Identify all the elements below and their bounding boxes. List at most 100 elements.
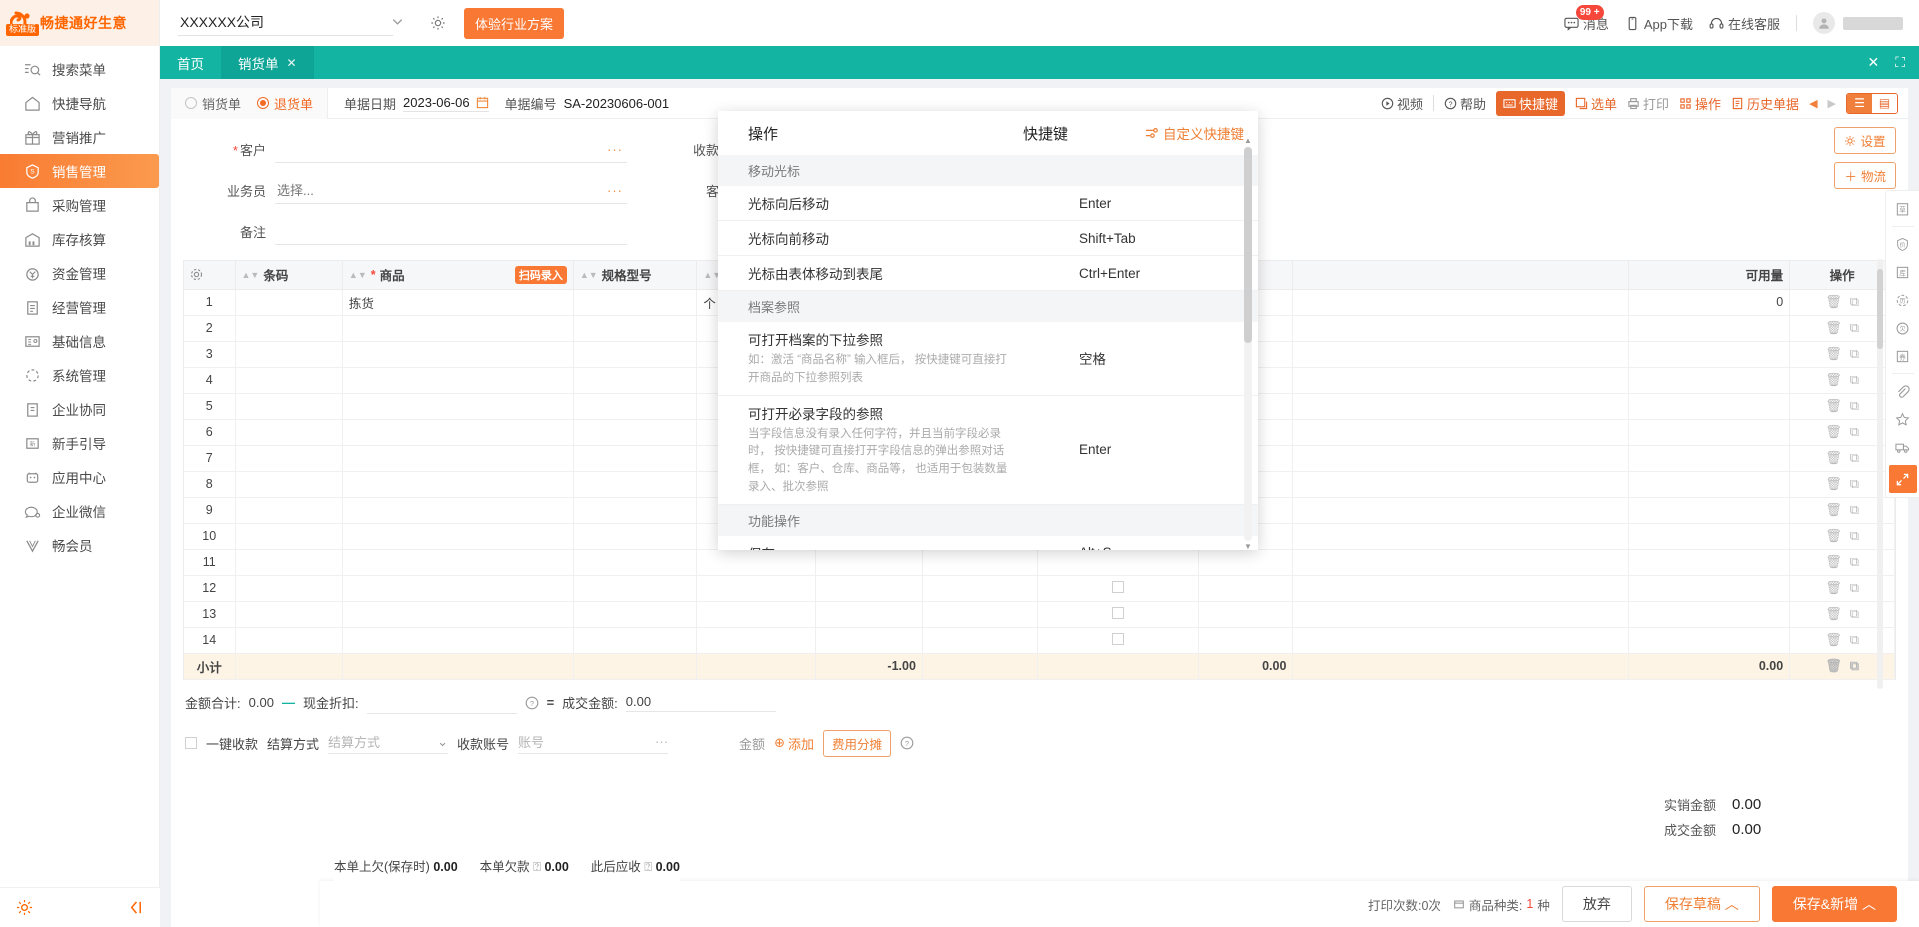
company-input[interactable] (178, 10, 393, 36)
row-checkbox[interactable] (1112, 606, 1125, 619)
sidebar-item-basic-info[interactable]: 基础信息 (0, 324, 159, 358)
sidebar-item-app-center[interactable]: 应用中心 (0, 460, 159, 494)
cell-spacer-3[interactable] (1292, 289, 1630, 316)
scan-input-tag[interactable]: 扫码录入 (514, 265, 567, 284)
cell-spacer-3[interactable] (1292, 367, 1630, 394)
cell-checkbox[interactable] (1037, 575, 1200, 602)
maximize-icon[interactable]: ⛶ (1895, 54, 1905, 70)
scroll-up-icon[interactable]: ▲ (1244, 136, 1252, 145)
question-circle-icon[interactable]: ⍰ (644, 859, 653, 874)
add-settlement-button[interactable]: ⊕ 添加 (774, 734, 814, 753)
cell-product[interactable] (342, 601, 574, 628)
copy-icon[interactable]: ⧉ (1849, 398, 1859, 413)
chevron-down-icon[interactable] (391, 15, 404, 28)
copy-icon[interactable]: ⧉ (1849, 346, 1859, 361)
print-button[interactable]: 打印 (1627, 94, 1669, 113)
cell-spec[interactable] (573, 601, 698, 628)
trash-icon[interactable]: 🗑 (1825, 398, 1842, 413)
salesperson-more-icon[interactable]: ··· (607, 183, 623, 198)
column-spec[interactable]: ▲▼ 规格型号 (573, 261, 698, 290)
cell-spacer-3[interactable] (1292, 497, 1630, 524)
operations-button[interactable]: 操作 (1679, 94, 1721, 113)
shortcut-popup-scrollbar[interactable]: ▲ ▼ (1244, 137, 1252, 550)
cell-quantity[interactable] (815, 627, 923, 654)
copy-icon[interactable]: ⧉ (1849, 320, 1859, 335)
messages-entry[interactable]: 消息 99 + (1564, 4, 1609, 33)
cell-spacer-3[interactable] (1292, 549, 1630, 576)
stock-icon[interactable]: 库 (1890, 258, 1916, 286)
cell-product[interactable] (342, 315, 574, 342)
cell-product[interactable] (342, 341, 574, 368)
cell-barcode[interactable] (235, 575, 343, 602)
sort-icon[interactable]: ▲▼ (579, 269, 598, 280)
copy-icon[interactable]: ⧉ (1849, 294, 1859, 309)
cell-spec[interactable] (573, 445, 698, 472)
sidebar-item-wechat-work[interactable]: 企业微信 (0, 494, 159, 528)
shortcut-row[interactable]: 光标向前移动 Shift+Tab (718, 221, 1258, 256)
cell-spacer-3[interactable] (1292, 341, 1630, 368)
cell-checkbox[interactable] (1037, 601, 1200, 628)
tab-sales-order[interactable]: 销货单 ✕ (221, 46, 314, 79)
collapse-icon[interactable] (127, 899, 144, 916)
cell-pack-qty[interactable] (922, 627, 1039, 654)
grid-scrollbar[interactable] (1877, 259, 1883, 689)
copy-icon[interactable]: ⧉ (1849, 632, 1859, 647)
copy-icon[interactable]: ⧉ (1849, 502, 1859, 517)
sidebar-item-inventory[interactable]: 库存核算 (0, 222, 159, 256)
trash-icon[interactable]: 🗑 (1825, 580, 1842, 595)
cell-pack-qty[interactable] (922, 575, 1039, 602)
trash-icon[interactable]: 🗑 (1825, 658, 1842, 673)
row-checkbox[interactable] (1112, 632, 1125, 645)
cell-spacer-2[interactable] (1198, 601, 1294, 628)
question-circle-icon[interactable]: ⍰ (533, 859, 541, 874)
trash-icon[interactable]: 🗑 (1825, 632, 1842, 647)
receipt-account-select[interactable]: 账号 ··· (518, 732, 669, 754)
trash-icon[interactable]: 🗑 (1825, 554, 1842, 569)
close-icon[interactable]: ✕ (286, 55, 297, 70)
cell-checkbox[interactable] (1037, 627, 1200, 654)
column-barcode[interactable]: ▲▼ 条码 (235, 261, 343, 290)
sidebar-item-system[interactable]: 系统管理 (0, 358, 159, 392)
logistics-button[interactable]: ＋ 物流 (1834, 162, 1896, 189)
cell-spacer-3[interactable] (1292, 601, 1630, 628)
cell-quantity[interactable] (815, 601, 923, 628)
sidebar-item-vip[interactable]: 畅会员 (0, 528, 159, 562)
column-settings-header[interactable] (184, 261, 236, 290)
trash-icon[interactable]: 🗑 (1825, 372, 1842, 387)
cell-spec[interactable] (573, 497, 698, 524)
radio-return-order[interactable]: 退货单 (257, 94, 313, 113)
doc-date-input[interactable]: 2023-06-06 (403, 95, 489, 112)
settlement-method-select[interactable]: 结算方式 ⌄ (328, 732, 449, 754)
sidebar-item-sales[interactable]: S 销售管理 (0, 154, 159, 188)
expand-icon[interactable] (1888, 465, 1917, 493)
history-doc-button[interactable]: 历史单据 (1731, 94, 1799, 113)
cell-barcode[interactable] (235, 627, 343, 654)
table-row[interactable]: 13 🗑 ⧉ (184, 601, 1895, 628)
cell-quantity[interactable] (815, 549, 923, 576)
copy-icon[interactable]: ⧉ (1849, 476, 1859, 491)
copy-icon[interactable]: ⧉ (1849, 424, 1859, 439)
cell-unit[interactable] (696, 549, 816, 576)
caret-left-icon[interactable]: ◀ (1809, 97, 1818, 110)
cell-product[interactable] (342, 497, 574, 524)
price-icon[interactable]: 价 (1890, 230, 1916, 258)
column-settings-icon[interactable] (190, 268, 229, 281)
video-button[interactable]: 视频 (1381, 94, 1423, 113)
table-row[interactable]: 12 🗑 ⧉ (184, 575, 1895, 602)
shortcut-button[interactable]: 快捷键 (1495, 90, 1565, 116)
history-icon[interactable]: 历 (1890, 286, 1916, 314)
question-circle-icon[interactable]: ? (900, 736, 914, 750)
trash-icon[interactable]: 🗑 (1825, 294, 1842, 309)
cell-barcode[interactable] (235, 549, 343, 576)
save-and-add-button[interactable]: 保存&新增 ︿ (1771, 886, 1897, 922)
cell-spec[interactable] (573, 471, 698, 498)
card-view-icon[interactable]: ▤ (1872, 93, 1897, 113)
cell-barcode[interactable] (235, 315, 343, 342)
cell-barcode[interactable] (235, 289, 343, 316)
cell-product[interactable] (342, 393, 574, 420)
gear-icon[interactable] (430, 15, 446, 31)
sidebar-item-purchase[interactable]: 采购管理 (0, 188, 159, 222)
sidebar-item-operations[interactable]: 经营管理 (0, 290, 159, 324)
trash-icon[interactable]: 🗑 (1825, 320, 1842, 335)
cell-product[interactable] (342, 549, 574, 576)
